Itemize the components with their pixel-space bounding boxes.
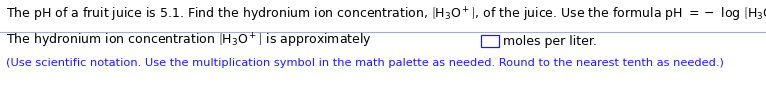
Text: (Use scientific notation. Use the multiplication symbol in the math palette as n: (Use scientific notation. Use the multip… xyxy=(6,58,724,68)
Bar xyxy=(481,35,499,47)
Text: The hydronium ion concentration $\left[\mathregular{H_3O^+}\right]$ is approxima: The hydronium ion concentration $\left[\… xyxy=(6,32,372,50)
Text: moles per liter.: moles per liter. xyxy=(503,35,597,48)
Text: The pH of a fruit juice is 5.1. Find the hydronium ion concentration, $\left[\ma: The pH of a fruit juice is 5.1. Find the… xyxy=(6,6,766,24)
